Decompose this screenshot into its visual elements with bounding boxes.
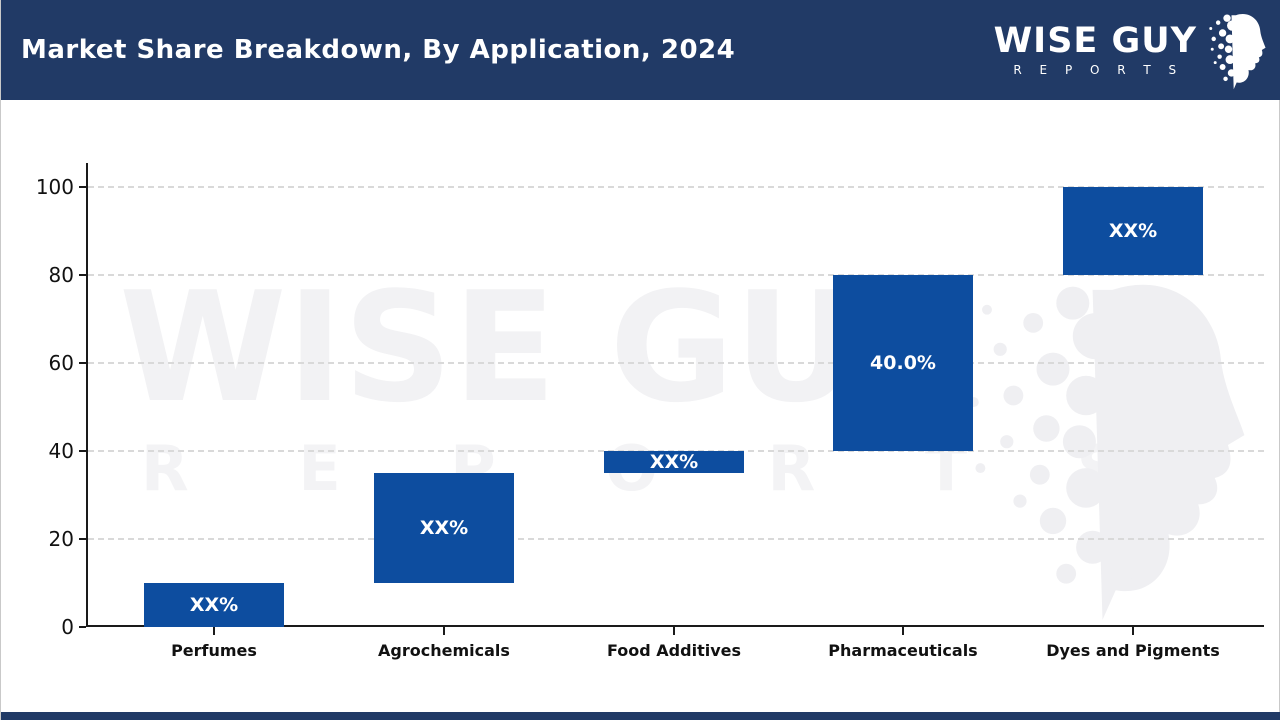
x-axis-label-3: Pharmaceuticals [828, 641, 978, 660]
x-axis-tick-0 [213, 627, 215, 635]
chart-title: Market Share Breakdown, By Application, … [21, 35, 736, 65]
logo-wordmark: WISE GUY [993, 21, 1197, 61]
logo-text: WISE GUY R E P O R T S [993, 21, 1197, 77]
bar-value-label: XX% [189, 594, 239, 616]
y-axis-tick-80 [79, 274, 86, 276]
footer-bar [1, 712, 1280, 720]
watermark-wordmark: WISE GUY [119, 259, 968, 436]
logo-head-icon [1209, 14, 1266, 90]
x-axis-label-2: Food Additives [607, 641, 741, 660]
gridline-60 [88, 362, 1264, 364]
y-axis-tick-100 [79, 186, 86, 188]
y-axis-label-100: 100 [35, 175, 74, 199]
x-axis-label-1: Agrochemicals [378, 641, 510, 660]
x-axis-label-4: Dyes and Pigments [1046, 641, 1220, 660]
y-axis-tick-0 [79, 626, 86, 628]
plot-area: 0 20 40 60 80 100 XX% Perfumes XX% Agrochemicals X… [36, 163, 1264, 660]
gridline-100 [88, 186, 1264, 188]
x-axis-tick-4 [1132, 627, 1134, 635]
x-axis-label-0: Perfumes [171, 641, 257, 660]
x-axis-tick-2 [673, 627, 675, 635]
gridline-20 [88, 538, 1264, 540]
y-axis-label-80: 80 [48, 263, 74, 287]
y-axis-label-60: 60 [48, 351, 74, 375]
bar-agrochemicals: XX% [374, 473, 514, 583]
y-axis-tick-40 [79, 450, 86, 452]
bar-food-additives: XX% [604, 451, 744, 473]
bar-value-label: XX% [649, 451, 699, 473]
bar-value-label: 40.0% [870, 352, 936, 374]
y-axis-label-40: 40 [48, 439, 74, 463]
y-axis-tick-20 [79, 538, 86, 540]
gridline-80 [88, 274, 1264, 276]
bar-value-label: XX% [1108, 220, 1158, 242]
bar-value-label: XX% [419, 517, 469, 539]
logo-subtitle: R E P O R T S [1013, 63, 1184, 77]
wise-guy-reports-logo: WISE GUY R E P O R T S [994, 6, 1267, 94]
y-axis-label-0: 0 [61, 615, 74, 639]
watermark-head-icon [968, 284, 1245, 620]
y-axis-tick-60 [79, 362, 86, 364]
y-axis-label-20: 20 [48, 527, 74, 551]
bar-perfumes: XX% [144, 583, 284, 627]
bar-pharmaceuticals: 40.0% [833, 275, 973, 451]
bar-dyes-and-pigments: XX% [1063, 187, 1203, 275]
header-bar: Market Share Breakdown, By Application, … [1, 0, 1280, 100]
x-axis-tick-1 [443, 627, 445, 635]
x-axis-tick-3 [902, 627, 904, 635]
